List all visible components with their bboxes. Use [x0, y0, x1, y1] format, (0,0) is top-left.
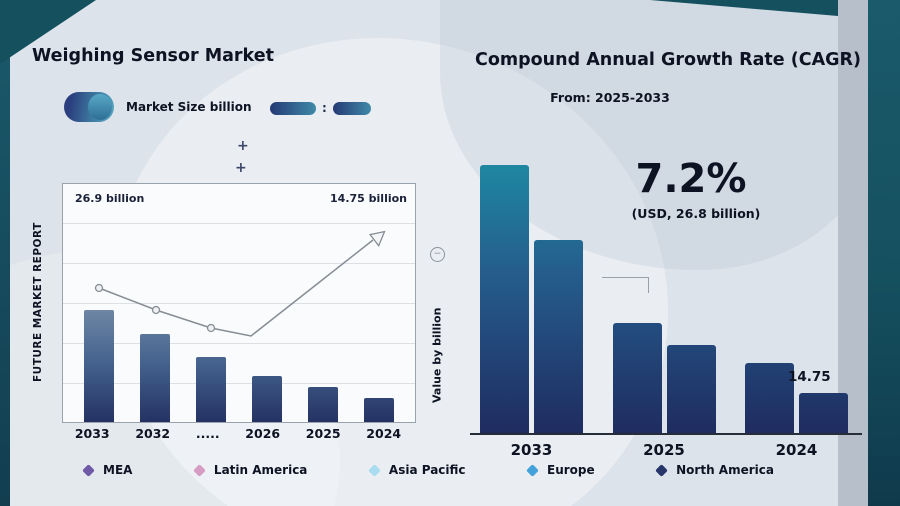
bracket-decoration	[602, 277, 649, 293]
right-x-labels: 2033 2025 2024	[480, 441, 848, 465]
right-bars	[480, 165, 848, 433]
right-bar-2024-2	[799, 393, 848, 433]
right-y-axis-label: Value by billion	[430, 307, 444, 403]
left-x-label: 2033	[74, 426, 110, 441]
left-bar-2024	[364, 398, 394, 422]
cylinder-icon	[64, 92, 114, 122]
right-chart-title: Compound Annual Growth Rate (CAGR)	[475, 50, 861, 70]
legend-label: Market Size billion	[126, 100, 252, 114]
diamond-icon	[193, 463, 206, 477]
left-bar-2033	[84, 310, 114, 422]
right-bar-group-2024	[745, 363, 848, 433]
left-chart-title: Weighing Sensor Market	[32, 46, 274, 66]
left-bar-2032	[140, 334, 170, 422]
left-y-axis-label: FUTURE MARKET REPORT	[32, 222, 44, 382]
annotation-left-min: 14.75 billion	[330, 192, 407, 205]
value-label-2024: 14.75	[788, 369, 831, 385]
left-x-label: .....	[195, 426, 220, 441]
right-x-axis	[470, 433, 862, 435]
right-bar-group-2033	[480, 165, 583, 433]
right-bar-2025-1	[612, 323, 662, 433]
region-legend: MEA Latin America Asia Pacific Europe North …	[82, 463, 774, 477]
right-x-label: 2033	[510, 441, 553, 459]
colon-separator: :	[322, 101, 327, 115]
left-x-label: 2032	[135, 426, 171, 441]
right-x-label: 2024	[775, 441, 818, 459]
plus-icon-1: +	[237, 138, 249, 154]
left-bar-2025	[308, 387, 338, 422]
left-x-label: 2026	[245, 426, 281, 441]
diamond-icon	[82, 463, 95, 477]
left-x-labels: 2033 2032..... 2026 2025 2024	[62, 426, 414, 441]
cagr-detail: (USD, 26.8 billion)	[631, 206, 761, 221]
right-chart-subtitle: From: 2025-2033	[550, 90, 670, 105]
plus-icon-2: +	[235, 160, 247, 176]
diamond-icon	[526, 463, 539, 477]
market-size-legend: Market Size billion	[64, 92, 252, 122]
legend-label: Asia Pacific	[388, 463, 466, 477]
left-edge-bar	[0, 0, 10, 506]
capsule-icon	[270, 101, 316, 115]
left-x-label: 2025	[305, 426, 341, 441]
right-bar-2033-1	[480, 165, 529, 433]
trend-arrow	[94, 230, 386, 337]
top-right-corner-shape	[650, 0, 838, 16]
left-bars	[63, 184, 415, 422]
legend-label: North America	[676, 463, 774, 477]
legend-label: MEA	[103, 463, 133, 477]
right-bar-group-2025	[612, 323, 716, 433]
left-bar-.....	[196, 357, 226, 422]
left-x-label: 2024	[366, 426, 402, 441]
legend-item-latin-america: Latin America	[193, 463, 308, 477]
legend-item-asia-pacific: Asia Pacific	[368, 463, 466, 477]
left-bar-2026	[252, 376, 282, 422]
legend-item-mea: MEA	[82, 463, 133, 477]
legend-label: Latin America	[213, 463, 308, 477]
legend-item-north-america: North America	[655, 463, 774, 477]
capsule-decoration: :	[270, 101, 371, 115]
legend-label: Europe	[547, 463, 595, 477]
right-bar-2025-2	[666, 345, 716, 433]
right-edge-bar	[868, 0, 900, 506]
right-x-label: 2025	[643, 441, 685, 459]
right-bar-2024-1	[745, 363, 794, 433]
capsule-icon	[332, 101, 371, 115]
right-chart: 2033 2025 2024 14.75	[470, 165, 862, 465]
cagr-value: 7.2%	[635, 156, 747, 202]
minus-circle-icon: −	[430, 247, 445, 262]
right-bar-2033-2	[534, 240, 583, 433]
diamond-icon	[655, 463, 669, 477]
annotation-left-max: 26.9 billion	[75, 192, 145, 205]
left-chart-panel: 26.9 billion 14.75 billion	[62, 183, 416, 423]
diamond-icon	[368, 463, 381, 477]
legend-item-europe: Europe	[526, 463, 595, 477]
